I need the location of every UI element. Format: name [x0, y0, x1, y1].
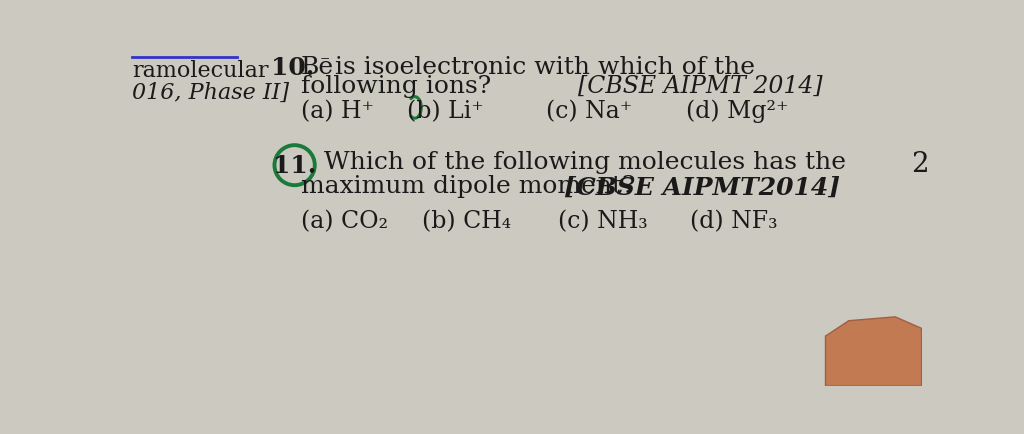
Text: (a) CO₂: (a) CO₂: [301, 210, 388, 233]
Text: [CBSE AIPMT 2014]: [CBSE AIPMT 2014]: [578, 75, 822, 98]
Text: [CBSE AIPMT2014]: [CBSE AIPMT2014]: [564, 175, 841, 199]
Text: (d) Mg²⁺: (d) Mg²⁺: [686, 100, 788, 123]
Text: (b) Li⁺: (b) Li⁺: [407, 100, 483, 123]
Text: ramolecular: ramolecular: [132, 60, 268, 82]
Text: (c) Na⁺: (c) Na⁺: [547, 100, 633, 123]
Text: Which of the following molecules has the: Which of the following molecules has the: [324, 151, 846, 173]
Text: (d) NF₃: (d) NF₃: [690, 210, 777, 233]
Text: 2: 2: [910, 151, 929, 178]
Text: Be: Be: [301, 56, 334, 79]
Text: 10.: 10.: [271, 56, 314, 80]
Text: (b) CH₄: (b) CH₄: [423, 210, 512, 233]
Text: ⁻: ⁻: [319, 54, 330, 72]
Text: 016, Phase II]: 016, Phase II]: [132, 81, 289, 103]
Text: (a) H⁺: (a) H⁺: [301, 100, 374, 123]
Text: maximum dipole moment?: maximum dipole moment?: [301, 175, 635, 198]
Text: (c) NH₃: (c) NH₃: [558, 210, 648, 233]
Text: following ions?: following ions?: [301, 75, 492, 98]
Polygon shape: [825, 317, 922, 386]
Text: is isoelectronic with which of the: is isoelectronic with which of the: [328, 56, 755, 79]
Text: 11.: 11.: [273, 154, 316, 178]
